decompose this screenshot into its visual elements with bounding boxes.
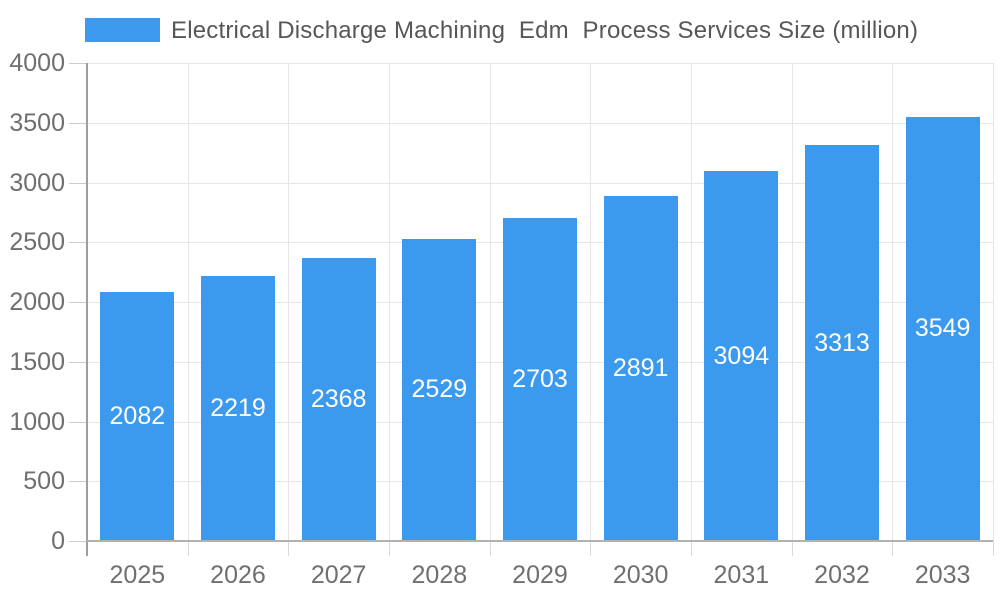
y-axis-tick (69, 541, 87, 542)
bar[interactable]: 2529 (402, 238, 477, 541)
bar-value-label: 3549 (914, 314, 971, 343)
y-axis-label: 2000 (9, 288, 65, 316)
bar-value-label: 2703 (512, 364, 568, 393)
gridline-vertical (389, 63, 390, 541)
y-axis-tick (69, 302, 87, 303)
bar-value-label: 2082 (109, 402, 166, 431)
y-axis-label: 0 (51, 527, 65, 555)
x-axis-tick (288, 541, 290, 556)
gridline-vertical (590, 63, 592, 541)
gridline-vertical (288, 63, 290, 541)
x-axis-tick (489, 541, 491, 556)
x-axis-label: 2029 (512, 561, 568, 589)
gridline-horizontal (87, 122, 993, 124)
x-axis-label: 2028 (411, 561, 468, 589)
y-axis-tick (69, 481, 87, 483)
x-axis-label: 2032 (814, 561, 870, 589)
bar[interactable]: 3549 (905, 116, 980, 541)
x-axis-tick (590, 541, 592, 556)
gridline-vertical (892, 63, 894, 541)
x-axis-tick (892, 541, 894, 556)
bar[interactable]: 3313 (805, 145, 879, 541)
y-axis-label: 3000 (9, 168, 65, 197)
gridline-horizontal (87, 182, 993, 184)
bar[interactable]: 2368 (301, 258, 376, 541)
bar[interactable]: 2703 (503, 217, 577, 541)
legend-label: Electrical Discharge Machining Edm Proce… (171, 17, 919, 44)
y-axis-label: 3500 (9, 108, 65, 137)
x-axis-label: 2031 (713, 561, 770, 589)
x-axis-label: 2025 (109, 561, 166, 589)
y-axis-tick (69, 122, 87, 124)
x-axis-line (87, 540, 993, 542)
x-axis-label: 2033 (914, 561, 971, 589)
bar-value-label: 2219 (210, 393, 266, 422)
y-axis-tick (69, 242, 87, 244)
y-axis-tick (69, 182, 87, 184)
bar-value-label: 3094 (713, 341, 770, 370)
y-axis-line (86, 63, 88, 556)
gridline-vertical (691, 63, 692, 541)
bar-value-label: 2529 (411, 375, 468, 404)
gridline-vertical (791, 63, 793, 541)
bar[interactable]: 2891 (603, 195, 678, 541)
bar[interactable]: 2219 (201, 275, 275, 541)
x-axis-tick (993, 541, 994, 556)
gridline-vertical (489, 63, 491, 541)
x-axis-tick (187, 541, 189, 556)
bar-value-label: 2368 (310, 385, 367, 413)
gridline-vertical (993, 63, 994, 541)
bar-value-label: 3313 (814, 328, 870, 357)
y-axis-tick (69, 63, 87, 64)
bar[interactable]: 2082 (100, 292, 175, 541)
x-axis-label: 2030 (612, 561, 669, 589)
gridline-vertical (187, 63, 189, 541)
legend-swatch (85, 18, 160, 42)
y-axis-label: 1500 (9, 347, 65, 376)
y-axis-tick (69, 421, 87, 423)
bar[interactable]: 3094 (704, 171, 779, 541)
y-axis-tick (69, 361, 87, 363)
y-axis-label: 4000 (9, 49, 65, 77)
x-axis-tick (791, 541, 793, 556)
bar-value-label: 2891 (612, 353, 669, 382)
legend: Electrical Discharge Machining Edm Proce… (0, 0, 1000, 50)
y-axis-label: 2500 (9, 228, 65, 257)
x-axis-tick (389, 541, 390, 556)
x-axis-tick (691, 541, 692, 556)
x-axis-label: 2027 (310, 561, 367, 589)
y-axis-label: 500 (23, 467, 65, 496)
gridline-horizontal (87, 63, 993, 64)
y-axis-label: 1000 (9, 407, 65, 436)
x-axis-label: 2026 (210, 561, 266, 589)
